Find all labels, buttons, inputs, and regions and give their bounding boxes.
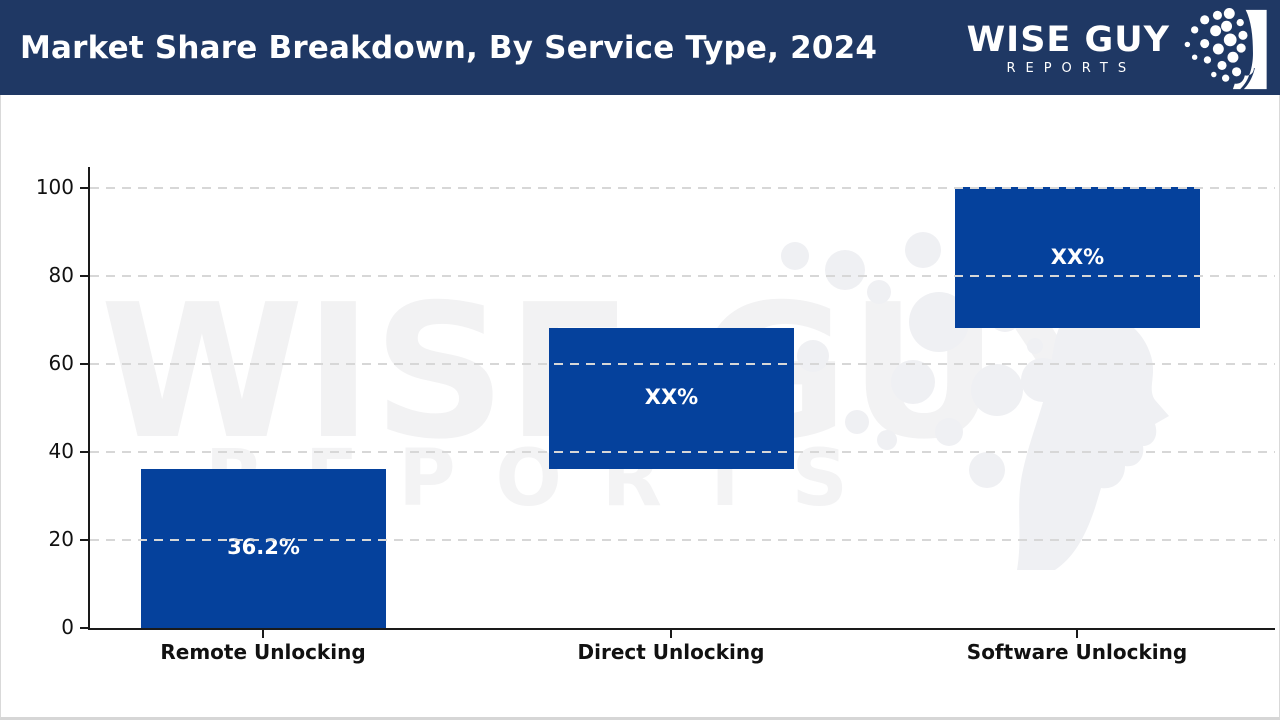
plot-area: 36.2% XX% XX%	[80, 167, 1275, 638]
y-axis-tick-80	[80, 275, 88, 277]
gridline-100	[90, 187, 1275, 189]
y-tick-label-0: 0	[61, 615, 74, 639]
gridline-60	[90, 363, 1275, 365]
y-axis-tick-0	[80, 627, 88, 629]
y-tick-label-60: 60	[48, 351, 74, 375]
y-tick-label-80: 80	[48, 263, 74, 287]
gridline-80	[90, 275, 1275, 277]
y-tick-label-20: 20	[48, 527, 74, 551]
wiseguy-logo: WISE GUY REPORTS	[967, 8, 1272, 90]
logo-title: WISE GUY	[966, 19, 1170, 60]
y-axis-tick-20	[80, 539, 88, 541]
y-tick-label-100: 100	[35, 175, 74, 199]
bar-value-label: XX%	[644, 385, 699, 410]
logo-head-icon	[1184, 8, 1267, 90]
x-axis-category-labels: Remote Unlocking Direct Unlocking Software…	[90, 640, 1274, 670]
bar-remote-unlocking: 36.2%	[141, 468, 386, 628]
category-label-0: Remote Unlocking	[160, 640, 366, 664]
header-banner: Market Share Breakdown, By Service Type,…	[0, 0, 1280, 95]
category-label-1: Direct Unlocking	[577, 640, 765, 664]
page-title: Market Share Breakdown, By Service Type,…	[20, 29, 878, 66]
x-axis-tick-1	[670, 630, 672, 638]
gridline-20	[90, 539, 1275, 541]
bar-direct-unlocking: XX%	[549, 327, 794, 469]
logo-subtitle: REPORTS	[1006, 60, 1137, 76]
logo-wordmark: WISE GUY REPORTS	[966, 19, 1170, 76]
bar-software-unlocking: XX%	[955, 187, 1200, 328]
y-tick-label-40: 40	[48, 439, 74, 463]
y-axis-tick-100	[80, 187, 88, 189]
x-axis-tick-0	[262, 630, 264, 638]
category-label-2: Software Unlocking	[966, 640, 1188, 664]
bar-value-label: XX%	[1050, 244, 1105, 269]
gridline-40	[90, 451, 1275, 453]
y-axis-tick-40	[80, 451, 88, 453]
y-axis-tick-60	[80, 363, 88, 365]
y-axis-tick-labels: 0 20 40 60 80 100	[0, 167, 74, 637]
x-axis-tick-2	[1076, 630, 1078, 638]
